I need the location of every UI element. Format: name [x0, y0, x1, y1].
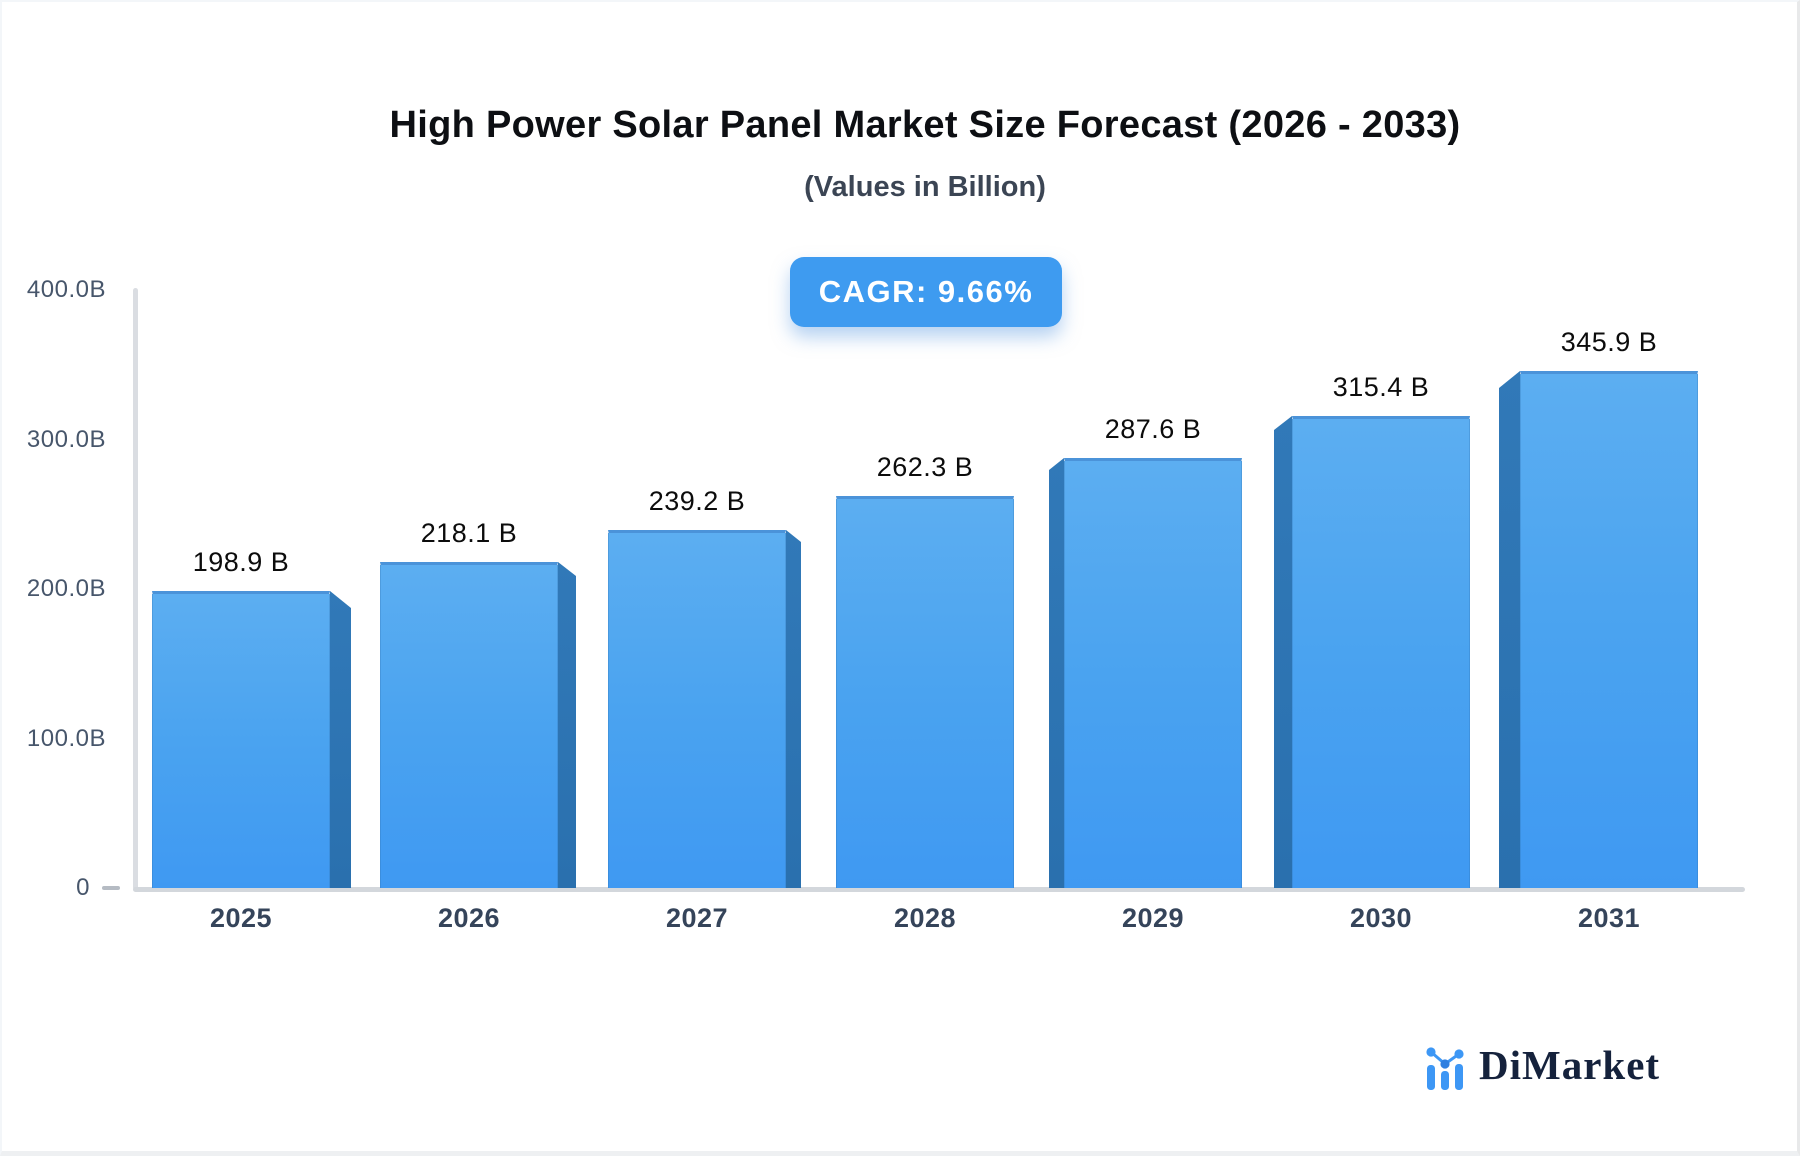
- bar-chart-logo-icon: [1426, 1047, 1464, 1090]
- bar-value-label: 287.6 B: [1104, 414, 1202, 444]
- x-tick-label: 2026: [437, 903, 501, 933]
- x-tick-label: 2028: [893, 903, 957, 933]
- x-tick-label: 2025: [209, 903, 273, 933]
- bar-value-label: 262.3 B: [876, 452, 974, 482]
- bar-2029: [1064, 458, 1242, 888]
- y-axis-line: [133, 288, 138, 890]
- x-axis-line: [133, 887, 1745, 892]
- y-tick-label: 100.0B: [2, 724, 120, 754]
- zero-tick-mark: [102, 886, 120, 890]
- y-tick-text: 400.0B: [26, 276, 106, 303]
- cagr-badge-label: CAGR: 9.66%: [818, 274, 1034, 309]
- y-tick-label: 0: [2, 873, 120, 903]
- x-tick-label: 2031: [1577, 903, 1641, 933]
- bar-value-label: 239.2 B: [648, 486, 746, 516]
- bar-2025: [152, 591, 330, 888]
- bar-value-label: 198.9 B: [192, 547, 290, 577]
- bar-2027: [608, 530, 786, 888]
- y-tick-text: 100.0B: [26, 724, 106, 752]
- chart-subtitle: (Values in Billion): [804, 171, 1046, 203]
- x-tick-label: 2029: [1121, 903, 1185, 933]
- bar-side-face: [1274, 416, 1292, 888]
- bar-value-label: 218.1 B: [420, 518, 518, 548]
- y-tick-text: 300.0B: [26, 425, 106, 453]
- bar-2030: [1292, 416, 1470, 888]
- bar-2026: [380, 562, 558, 888]
- bar-2028: [836, 496, 1014, 888]
- dimarket-logo: DiMarket: [1424, 1042, 1660, 1092]
- cagr-badge: CAGR: 9.66%: [790, 257, 1062, 327]
- chart-title: High Power Solar Panel Market Size Forec…: [389, 104, 1461, 146]
- bar-side-face: [330, 591, 351, 888]
- bar-side-face: [1499, 371, 1520, 888]
- bar-value-label: 345.9 B: [1560, 327, 1658, 357]
- bar-2031: [1520, 371, 1698, 888]
- y-tick-label: 300.0B: [2, 425, 120, 455]
- logo-text: DiMarket: [1479, 1042, 1661, 1088]
- bar-value-label: 315.4 B: [1332, 372, 1430, 402]
- y-tick-text: 200.0B: [26, 575, 106, 602]
- bar-side-face: [1049, 458, 1064, 888]
- bar-side-face: [558, 562, 576, 888]
- y-tick-label: 200.0B: [2, 574, 120, 604]
- x-tick-label: 2030: [1349, 903, 1413, 933]
- bar-side-face: [786, 530, 801, 888]
- y-tick-label: 400.0B: [2, 275, 120, 305]
- x-tick-label: 2027: [665, 903, 729, 933]
- y-tick-text: 0: [76, 874, 90, 901]
